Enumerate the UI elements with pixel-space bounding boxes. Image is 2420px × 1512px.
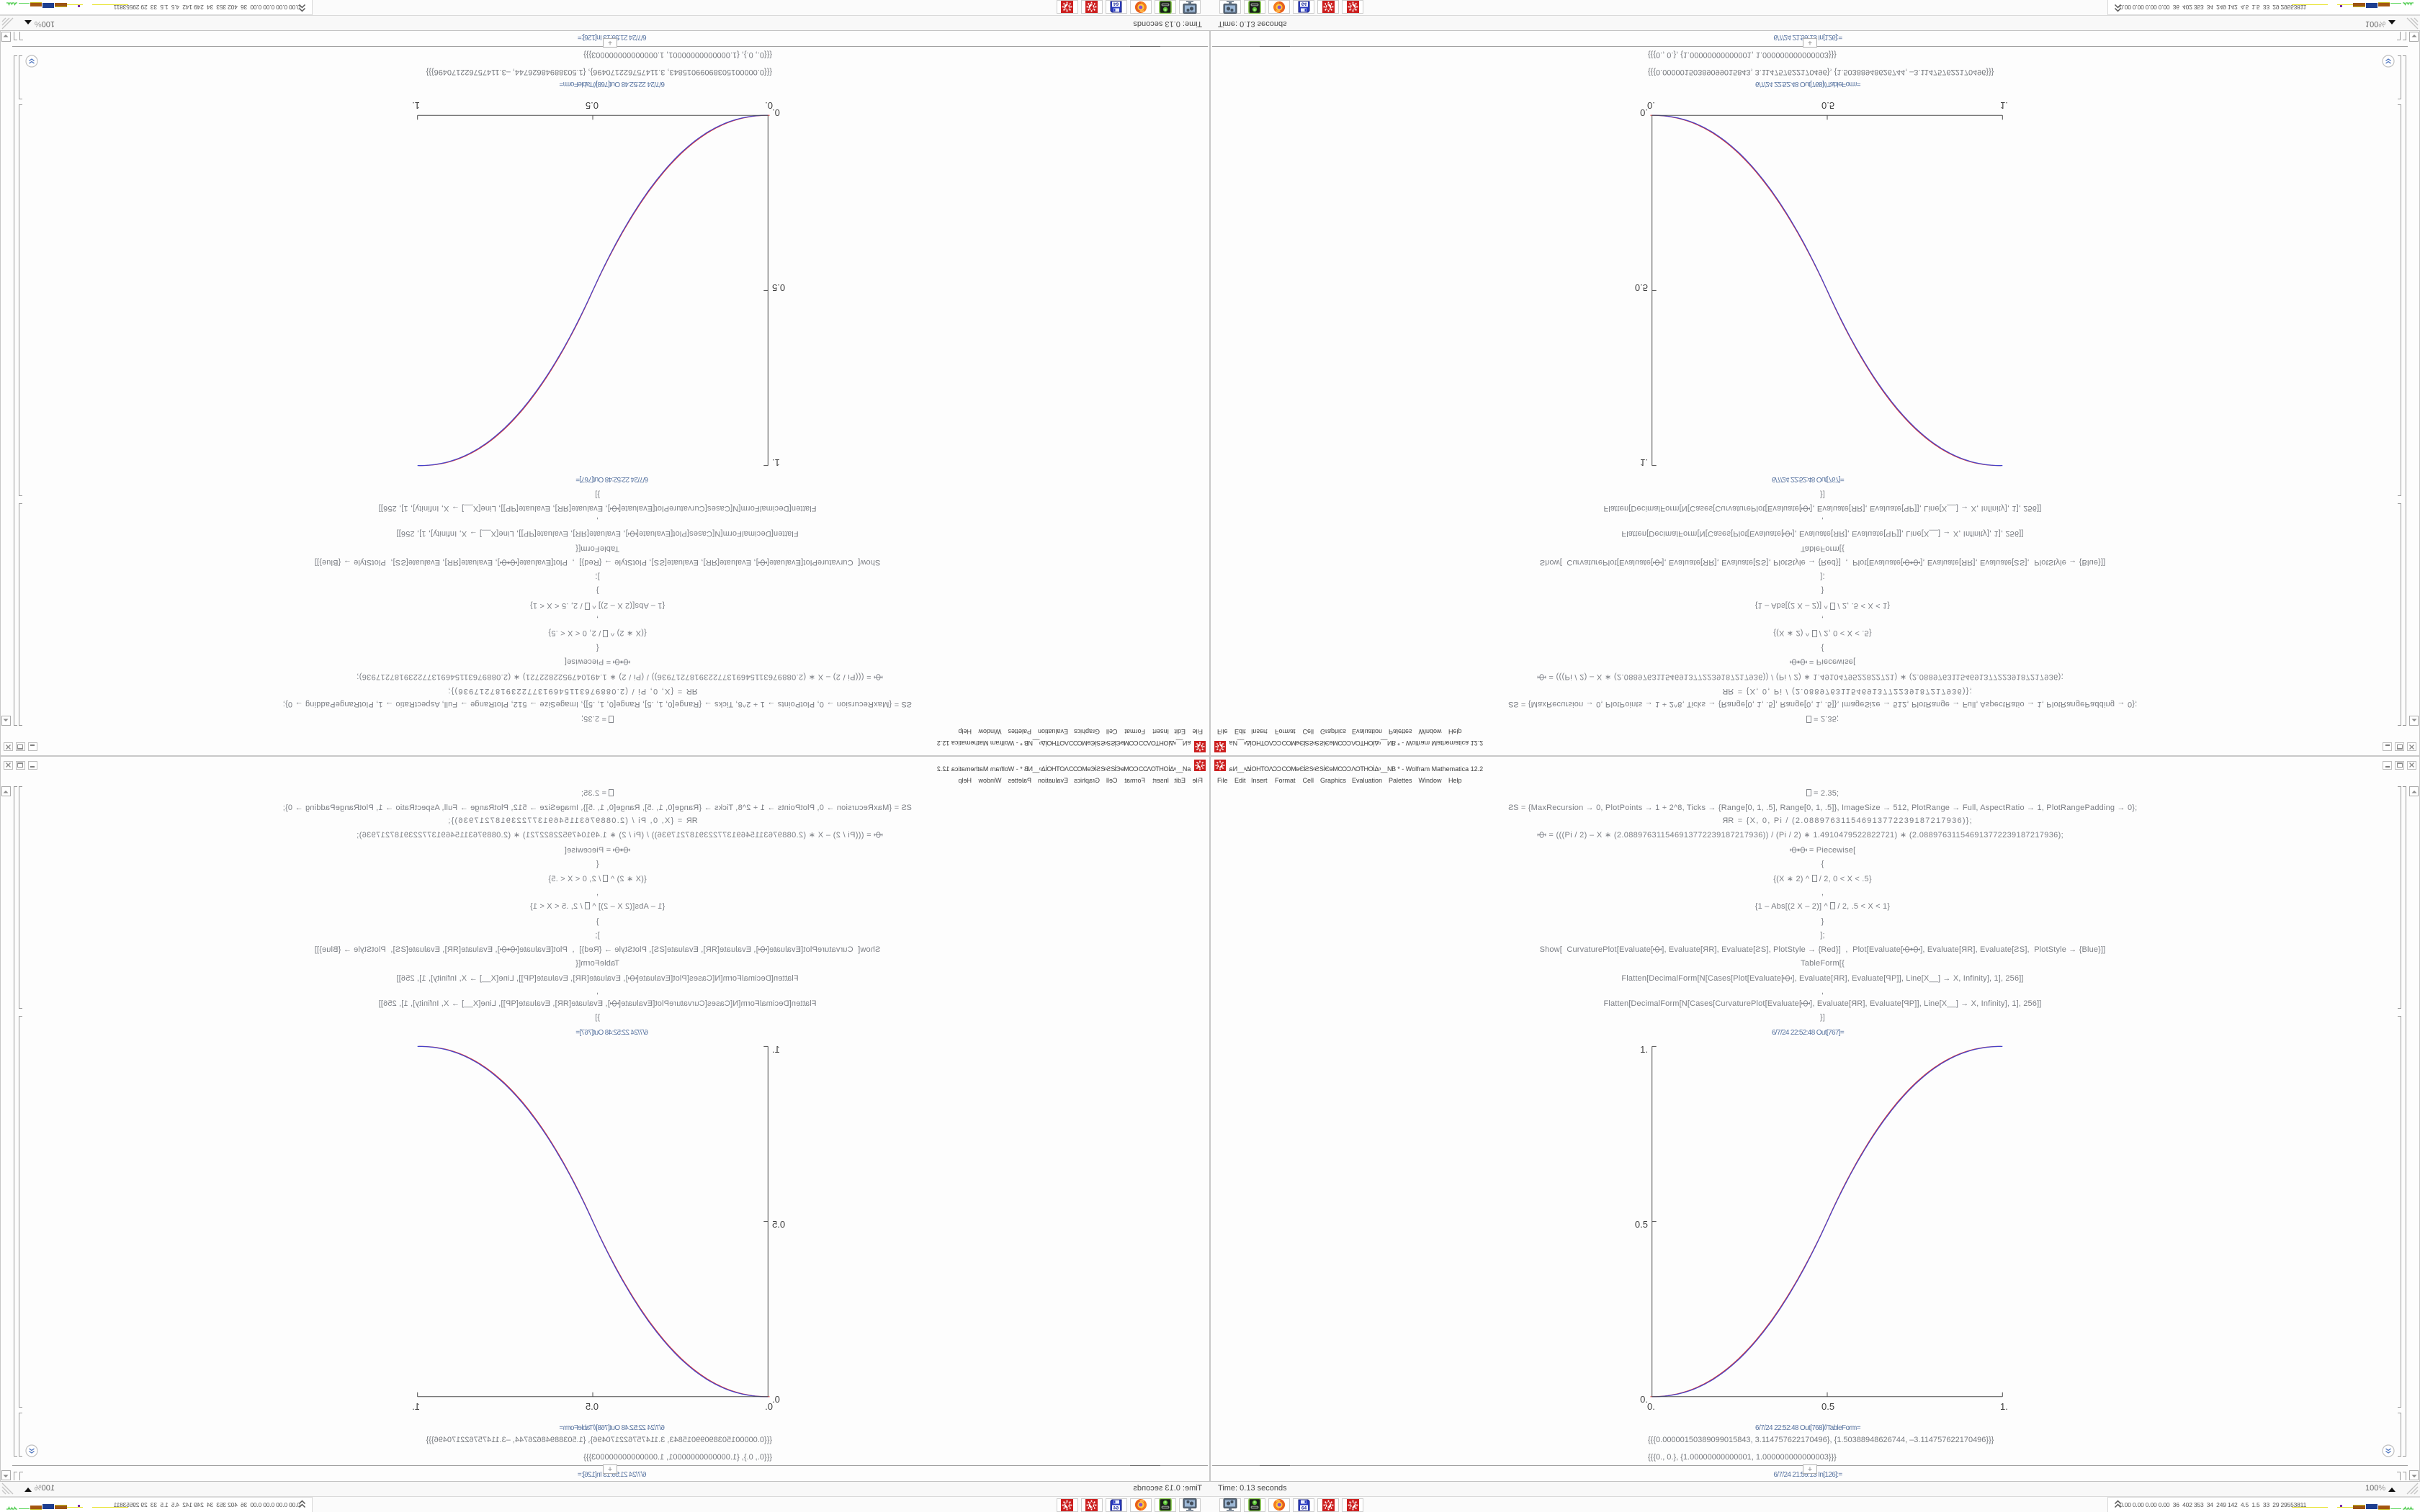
svg-text:64: 64 (1301, 1, 1307, 6)
svg-text:64: 64 (1113, 1, 1119, 6)
svg-text:64: 64 (1301, 1506, 1307, 1511)
svg-text:64: 64 (1113, 1506, 1119, 1511)
